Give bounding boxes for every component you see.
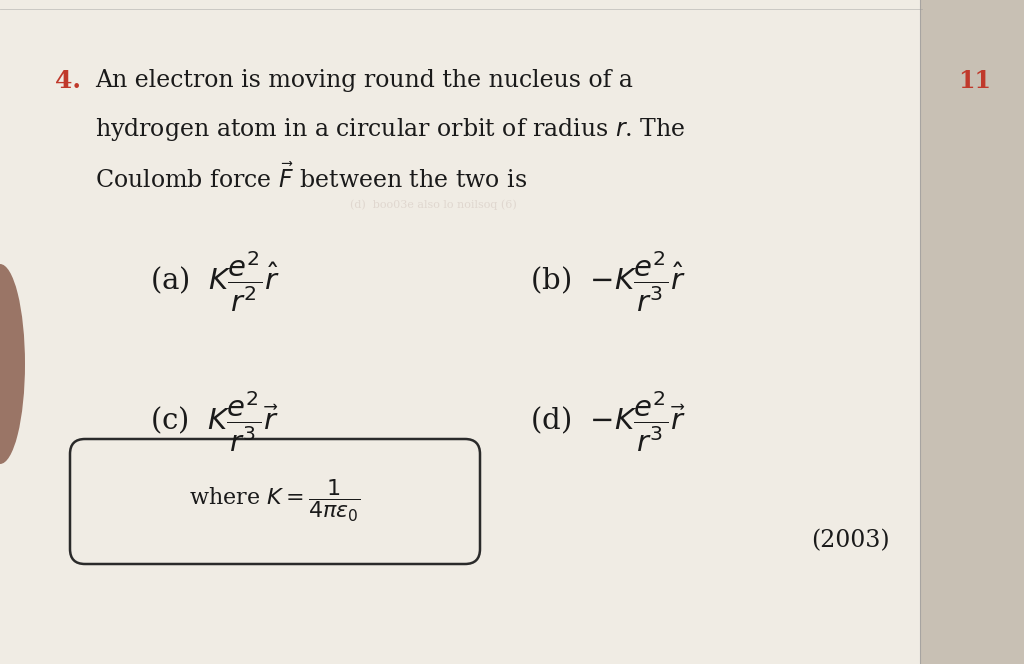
Text: where $K = \dfrac{1}{4\pi\varepsilon_0}$: where $K = \dfrac{1}{4\pi\varepsilon_0}$ xyxy=(189,477,360,525)
Text: (d)  $-K\dfrac{e^2}{r^3}\vec{r}$: (d) $-K\dfrac{e^2}{r^3}\vec{r}$ xyxy=(530,389,686,454)
Text: (b)  $-K\dfrac{e^2}{r^3}\hat{r}$: (b) $-K\dfrac{e^2}{r^3}\hat{r}$ xyxy=(530,249,685,314)
Text: 11: 11 xyxy=(958,69,991,93)
Text: (c)  $K\dfrac{e^2}{r^3}\vec{r}$: (c) $K\dfrac{e^2}{r^3}\vec{r}$ xyxy=(150,389,280,454)
Text: 4.: 4. xyxy=(55,69,81,93)
Text: hydrogen atom in a circular orbit of radius $r$. The: hydrogen atom in a circular orbit of rad… xyxy=(95,116,686,143)
Text: (a)  $K\dfrac{e^2}{r^2}\hat{r}$: (a) $K\dfrac{e^2}{r^2}\hat{r}$ xyxy=(150,249,280,314)
FancyBboxPatch shape xyxy=(70,439,480,564)
Text: (2003): (2003) xyxy=(811,529,890,552)
Text: Coulomb force $\vec{F}$ between the two is: Coulomb force $\vec{F}$ between the two … xyxy=(95,163,527,193)
Text: (d)  boo03e also lo noilsoq (6): (d) boo03e also lo noilsoq (6) xyxy=(350,199,517,210)
Text: An electron is moving round the nucleus of a: An electron is moving round the nucleus … xyxy=(95,69,633,92)
Ellipse shape xyxy=(0,264,25,464)
Bar xyxy=(920,0,1024,664)
